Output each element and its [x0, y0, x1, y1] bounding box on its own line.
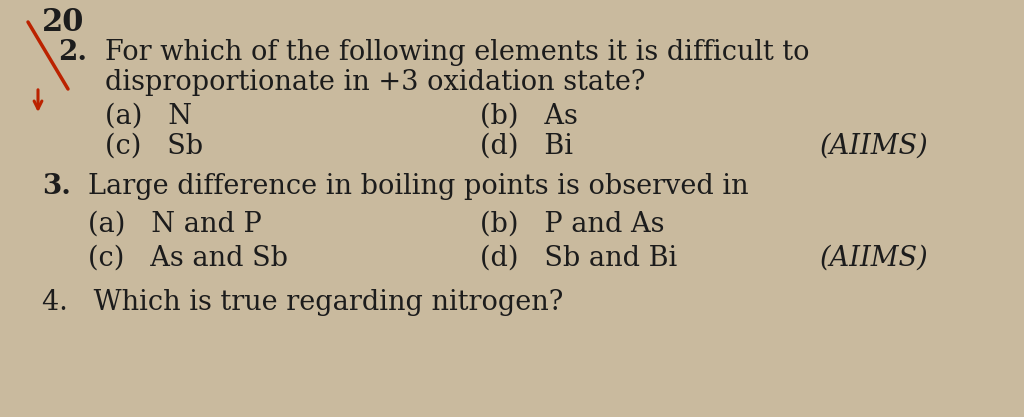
Text: For which of the following elements it is difficult to: For which of the following elements it i… — [105, 39, 810, 66]
Text: (AIIMS): (AIIMS) — [820, 133, 929, 160]
Text: (c)   As and Sb: (c) As and Sb — [88, 245, 288, 272]
Text: 4.   Which is true regarding nitrogen?: 4. Which is true regarding nitrogen? — [42, 289, 563, 316]
Text: Large difference in boiling points is observed in: Large difference in boiling points is ob… — [88, 173, 749, 200]
Text: 3.: 3. — [42, 173, 71, 200]
Text: (a)   N: (a) N — [105, 103, 193, 130]
Text: (d)   Bi: (d) Bi — [480, 133, 573, 160]
Text: (c)   Sb: (c) Sb — [105, 133, 203, 160]
Text: 2.: 2. — [58, 39, 87, 66]
Text: 20: 20 — [42, 7, 84, 38]
Text: (a)   N and P: (a) N and P — [88, 211, 262, 238]
Text: (b)   P and As: (b) P and As — [480, 211, 665, 238]
Text: (AIIMS): (AIIMS) — [820, 245, 929, 272]
Text: (b)   As: (b) As — [480, 103, 578, 130]
Text: (d)   Sb and Bi: (d) Sb and Bi — [480, 245, 677, 272]
Text: disproportionate in +3 oxidation state?: disproportionate in +3 oxidation state? — [105, 69, 645, 96]
